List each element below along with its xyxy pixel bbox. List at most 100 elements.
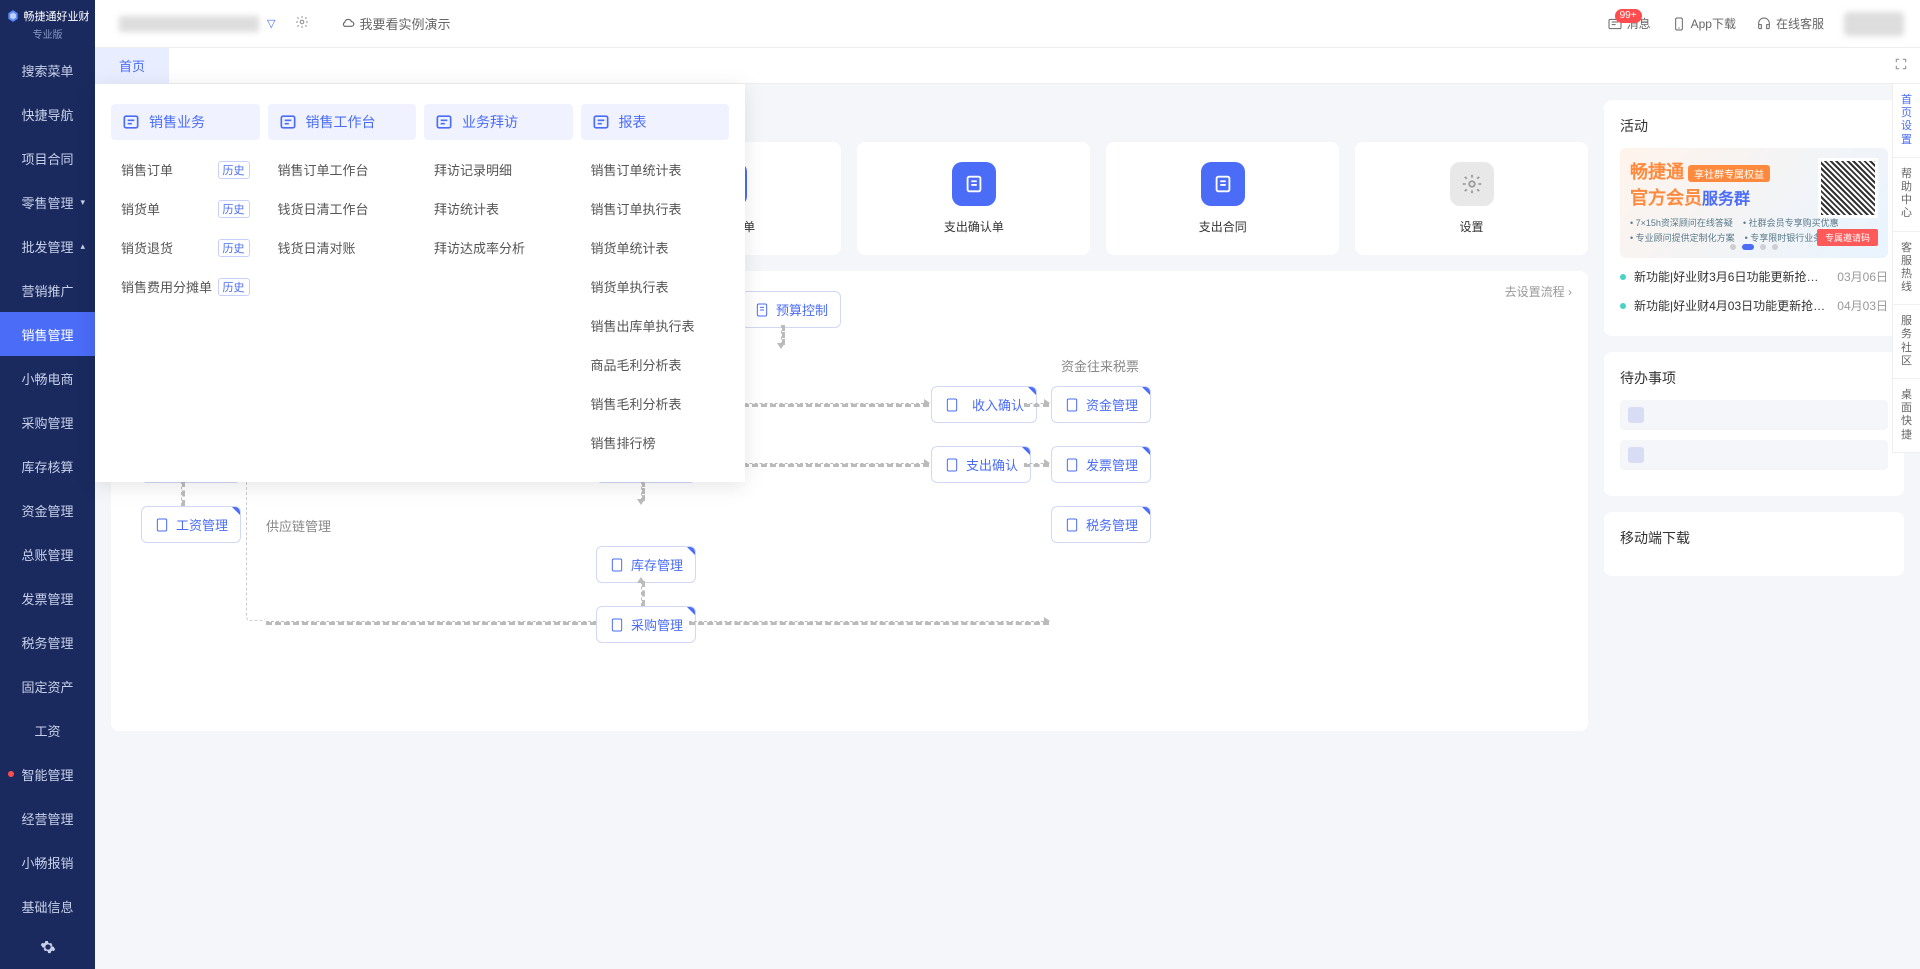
mega-menu-item[interactable]: 销售订单工作台 [268, 150, 417, 189]
mega-menu-item[interactable]: 销货单统计表 [581, 228, 730, 267]
chevron-down-icon: ▽ [267, 17, 275, 30]
node-fund[interactable]: 资金管理 [1051, 386, 1151, 423]
sidebar-item[interactable]: 工资 [0, 708, 95, 752]
app-card[interactable]: 支出确认单 [857, 142, 1090, 255]
download-panel: 移动端下载 [1604, 512, 1904, 576]
user-avatar-blurred[interactable] [1844, 12, 1904, 36]
node-inventory[interactable]: 库存管理 [596, 546, 696, 583]
sidebar-item[interactable]: 税务管理 [0, 620, 95, 664]
sidebar-item[interactable]: 快捷导航 [0, 92, 95, 136]
logo: 畅捷通好业财 专业版 [0, 0, 95, 48]
mega-menu-item[interactable]: 销售订单执行表 [581, 189, 730, 228]
mega-menu-item[interactable]: 拜访统计表 [424, 189, 573, 228]
node-budget[interactable]: 预算控制 [741, 291, 841, 328]
news-item[interactable]: 新功能|好业财3月6日功能更新抢先知03月06日 [1620, 262, 1888, 291]
download-title: 移动端下载 [1620, 528, 1888, 548]
sidebar-item[interactable]: 资金管理 [0, 488, 95, 532]
sidebar-item[interactable]: 经营管理 [0, 796, 95, 840]
node-tax[interactable]: 税务管理 [1051, 506, 1151, 543]
mega-menu-item[interactable]: 销售费用分摊单历史 [111, 267, 260, 306]
tab-home[interactable]: 首页 [95, 48, 169, 84]
mega-menu: 销售业务销售订单历史销货单历史销货退货历史销售费用分摊单历史销售工作台销售订单工… [95, 84, 745, 482]
headset-icon [1756, 16, 1772, 32]
activity-title: 活动 [1620, 116, 1888, 136]
doc-icon [609, 557, 625, 573]
sidebar-item[interactable]: 小畅报销 [0, 840, 95, 884]
news-list: 新功能|好业财3月6日功能更新抢先知03月06日新功能|好业财4月03日功能更新… [1620, 262, 1888, 320]
mega-menu-item[interactable]: 销货单执行表 [581, 267, 730, 306]
rail-item[interactable]: 首页设置 [1893, 84, 1920, 158]
news-item[interactable]: 新功能|好业财4月03日功能更新抢先知04月03日 [1620, 291, 1888, 320]
sidebar-item[interactable]: 固定资产 [0, 664, 95, 708]
doc-icon [609, 617, 625, 633]
rail-item[interactable]: 服务社区 [1893, 305, 1920, 379]
sidebar-item[interactable]: 基础信息 [0, 884, 95, 925]
rail-item[interactable]: 桌面快捷 [1893, 379, 1920, 453]
activity-panel: 活动 畅捷通享社群专属权益 官方会员服务群 • 7×15h资深顾问在线答疑• 社… [1604, 100, 1904, 336]
company-name-blurred [119, 16, 259, 32]
node-payroll[interactable]: 工资管理 [141, 506, 241, 543]
node-income-confirm[interactable]: 收入确认 [931, 386, 1037, 423]
sidebar-item[interactable]: 销售管理 [0, 312, 95, 356]
mega-menu-item[interactable]: 拜访达成率分析 [424, 228, 573, 267]
mega-menu-item[interactable]: 销货单历史 [111, 189, 260, 228]
carousel-dots[interactable] [1620, 244, 1888, 250]
sidebar-item[interactable]: 搜索菜单 [0, 48, 95, 92]
mega-menu-item[interactable]: 销售毛利分析表 [581, 384, 730, 423]
settings-gear[interactable] [0, 925, 95, 969]
sidebar-item[interactable]: 总账管理 [0, 532, 95, 576]
sidebar: 畅捷通好业财 专业版 搜索菜单快捷导航项目合同零售管理▾批发管理▴营销推广销售管… [0, 0, 95, 969]
mega-menu-item[interactable]: 商品毛利分析表 [581, 345, 730, 384]
mega-column-header: 报表 [581, 104, 730, 140]
todo-title: 待办事项 [1620, 368, 1888, 388]
mega-menu-item[interactable]: 销售订单统计表 [581, 150, 730, 189]
node-expense-confirm[interactable]: 支出确认 [931, 446, 1031, 483]
app-card[interactable]: 设置 [1355, 142, 1588, 255]
doc-icon [154, 517, 170, 533]
sidebar-item[interactable]: 智能管理 [0, 752, 95, 796]
sidebar-item[interactable]: 项目合同 [0, 136, 95, 180]
messages-button[interactable]: 99+ 消息 [1607, 15, 1651, 32]
todo-item-placeholder [1620, 440, 1888, 470]
logo-icon [6, 9, 20, 23]
app-download-button[interactable]: App下载 [1671, 15, 1736, 32]
node-purchase[interactable]: 采购管理 [596, 606, 696, 643]
cloud-icon [341, 17, 355, 31]
mega-menu-item[interactable]: 拜访记录明细 [424, 150, 573, 189]
app-card[interactable]: 支出合同 [1106, 142, 1339, 255]
online-service-button[interactable]: 在线客服 [1756, 15, 1824, 32]
rail-item[interactable]: 客服热线 [1893, 232, 1920, 306]
mega-menu-item[interactable]: 钱货日清对账 [268, 228, 417, 267]
doc-icon [944, 457, 960, 473]
rail-item[interactable]: 帮助中心 [1893, 158, 1920, 232]
nav: 搜索菜单快捷导航项目合同零售管理▾批发管理▴营销推广销售管理小畅电商采购管理库存… [0, 48, 95, 925]
mega-menu-item[interactable]: 销售排行榜 [581, 423, 730, 462]
node-invoice[interactable]: 发票管理 [1051, 446, 1151, 483]
gear-icon [295, 15, 309, 29]
demo-link[interactable]: 我要看实例演示 [341, 14, 450, 33]
group-supply: 供应链管理 [266, 516, 331, 535]
sidebar-item[interactable]: 零售管理▾ [0, 180, 95, 224]
doc-icon [944, 397, 960, 413]
doc-icon [1064, 397, 1080, 413]
company-settings[interactable] [295, 15, 309, 32]
mega-menu-item[interactable]: 销售订单历史 [111, 150, 260, 189]
messages-badge: 99+ [1615, 9, 1642, 23]
sidebar-item[interactable]: 小畅电商 [0, 356, 95, 400]
company-selector[interactable]: ▽ [111, 12, 283, 36]
sidebar-item[interactable]: 采购管理 [0, 400, 95, 444]
group-fund-tax: 资金往来税票 [1061, 356, 1139, 375]
fullscreen-button[interactable] [1894, 57, 1908, 74]
sidebar-item[interactable]: 发票管理 [0, 576, 95, 620]
mega-menu-item[interactable]: 销售出库单执行表 [581, 306, 730, 345]
sidebar-item[interactable]: 批发管理▴ [0, 224, 95, 268]
header: ▽ 我要看实例演示 99+ 消息 App下载 在线客服 [95, 0, 1920, 48]
qr-code [1818, 158, 1878, 218]
sidebar-item[interactable]: 营销推广 [0, 268, 95, 312]
mega-menu-item[interactable]: 销货退货历史 [111, 228, 260, 267]
todo-item-placeholder [1620, 400, 1888, 430]
mega-menu-item[interactable]: 钱货日清工作台 [268, 189, 417, 228]
right-rail: 首页设置帮助中心客服热线服务社区桌面快捷 [1892, 84, 1920, 453]
sidebar-item[interactable]: 库存核算 [0, 444, 95, 488]
promo-banner[interactable]: 畅捷通享社群专属权益 官方会员服务群 • 7×15h资深顾问在线答疑• 社群会员… [1620, 148, 1888, 258]
